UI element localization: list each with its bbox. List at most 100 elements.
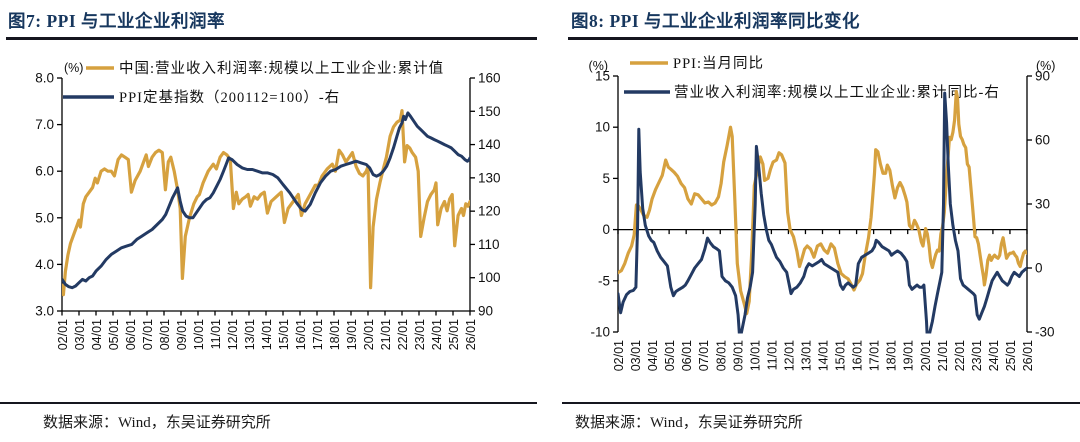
- figure7-title-rule: [6, 37, 537, 40]
- fig8-right-tick-label: 90: [1035, 69, 1050, 84]
- fig7-x-tick-label: 07/01: [141, 319, 155, 350]
- fig7-left-tick-label: 4.0: [35, 257, 54, 272]
- fig8-x-tick-label: 16/01: [851, 340, 865, 371]
- fig7-right-tick-label: 150: [478, 104, 501, 119]
- figure7-bottom-rule: [0, 402, 537, 404]
- fig8-x-tick-label: 10/01: [748, 340, 762, 371]
- fig8-right-tick-label: 60: [1035, 133, 1050, 148]
- fig8-left-tick-label: 5: [602, 171, 610, 186]
- fig7-x-tick-label: 19/01: [345, 319, 359, 350]
- fig7-x-tick-label: 08/01: [158, 319, 172, 350]
- fig7-legend-label-0: 中国:营业收入利润率:规模以上工业企业:累计值: [119, 59, 444, 77]
- figure8-bottom-rule: [562, 402, 1080, 404]
- fig8-right-tick-label: -30: [1035, 325, 1055, 340]
- fig8-x-tick-label: 09/01: [731, 340, 745, 371]
- fig7-x-tick-label: 11/01: [209, 319, 223, 349]
- fig7-x-tick-label: 02/01: [56, 319, 70, 350]
- fig8-x-tick-label: 22/01: [953, 340, 967, 371]
- fig8-x-tick-label: 25/01: [1004, 340, 1018, 371]
- fig7-x-tick-label: 17/01: [311, 319, 325, 350]
- fig7-axis-labels: 8.0 7.0 6.0 5.0 4.0 3.0 160 150 140 130 120 110 100 9…: [35, 61, 500, 350]
- fig7-left-tick-label: 8.0: [35, 71, 54, 86]
- fig7-right-tick-label: 90: [478, 304, 493, 319]
- fig8-right-tick-label: 0: [1035, 261, 1043, 276]
- fig8-left-tick-label: 10: [595, 120, 610, 135]
- fig7-x-tick-label: 13/01: [243, 319, 257, 350]
- fig7-right-tick-label: 120: [478, 204, 501, 219]
- fig8-x-tick-label: 24/01: [987, 340, 1001, 371]
- fig8-x-tick-label: 20/01: [919, 340, 933, 371]
- fig7-x-tick-label: 22/01: [396, 319, 410, 350]
- fig7-x-tick-label: 20/01: [362, 319, 376, 350]
- fig7-series: [62, 108, 470, 297]
- fig7-x-tick-label: 14/01: [260, 319, 274, 350]
- fig8-x-tick-label: 03/01: [629, 340, 643, 371]
- fig8-x-tick-label: 07/01: [697, 340, 711, 371]
- fig7-x-tick-label: 24/01: [430, 319, 444, 350]
- fig8-x-tick-label: 23/01: [970, 340, 984, 371]
- fig8-x-tick-label: 04/01: [646, 340, 660, 371]
- fig8-legend-label-1: 营业收入利润率:规模以上工业企业:累计同比-右: [674, 83, 1000, 101]
- fig8-line-navy: [618, 91, 1027, 334]
- fig8-x-tick-label: 11/01: [765, 340, 779, 370]
- fig7-x-tick-label: 04/01: [90, 319, 104, 350]
- fig8-x-tick-label: 13/01: [799, 340, 813, 371]
- fig8-legend-label-0: PPI:当月同比: [673, 55, 764, 72]
- fig7-x-tick-label: 26/01: [464, 319, 478, 350]
- fig7-x-tick-label: 10/01: [192, 319, 206, 350]
- fig7-right-tick-label: 110: [478, 237, 500, 252]
- figure8-chart: 15 10 5 0 -5 -10 90 60 30 0 -30 02/01 03/01 04/01 05/0…: [589, 55, 1056, 371]
- fig8-left-unit-label: (%): [589, 59, 608, 73]
- fig7-left-unit-label: (%): [64, 61, 83, 75]
- figure8-source-note: 数据来源：Wind，东吴证券研究所: [575, 415, 803, 431]
- fig8-x-tick-label: 26/01: [1021, 340, 1035, 371]
- fig8-x-tick-label: 14/01: [817, 340, 831, 371]
- figure7-title: 图7: PPI 与工业企业利润率: [8, 11, 226, 31]
- fig8-line-gold: [618, 89, 1027, 316]
- figure8-title-rule: [568, 37, 1078, 40]
- fig7-x-tick-label: 09/01: [175, 319, 189, 350]
- figure7-source-note: 数据来源：Wind，东吴证券研究所: [43, 415, 271, 431]
- fig7-x-tick-label: 06/01: [124, 319, 138, 350]
- fig8-left-tick-label: -10: [590, 325, 610, 340]
- fig8-left-tick-label: 15: [595, 69, 610, 84]
- fig7-right-tick-label: 140: [478, 137, 501, 152]
- fig7-x-tick-label: 05/01: [107, 319, 121, 350]
- fig7-right-tick-label: 130: [478, 170, 501, 185]
- fig7-legend: 中国:营业收入利润率:规模以上工业企业:累计值 PPI定基指数（200112=10…: [63, 59, 444, 106]
- fig7-left-tick-label: 3.0: [35, 304, 54, 319]
- fig7-x-tick-label: 21/01: [379, 319, 393, 350]
- fig7-x-tick-label: 15/01: [277, 319, 291, 350]
- fig7-line-navy: [62, 111, 470, 290]
- fig8-right-unit-label: (%): [1036, 59, 1055, 73]
- fig7-x-tick-label: 12/01: [226, 319, 240, 350]
- fig7-x-tick-label: 25/01: [447, 319, 461, 350]
- fig8-x-tick-label: 21/01: [936, 340, 950, 371]
- figure8-title: 图8: PPI 与工业企业利润率同比变化: [571, 11, 861, 31]
- fig7-left-tick-label: 7.0: [35, 117, 54, 132]
- fig8-x-tick-label: 15/01: [834, 340, 848, 371]
- fig8-x-tick-label: 18/01: [885, 340, 899, 371]
- fig7-left-tick-label: 5.0: [35, 210, 54, 225]
- fig8-left-tick-label: -5: [598, 273, 610, 288]
- fig8-x-tick-label: 17/01: [868, 340, 882, 371]
- fig8-right-tick-label: 30: [1035, 197, 1050, 212]
- fig8-axis-labels: 15 10 5 0 -5 -10 90 60 30 0 -30 02/01 03/01 04/01 05/0…: [589, 59, 1056, 371]
- fig8-x-tick-label: 06/01: [680, 340, 694, 371]
- fig7-legend-label-1: PPI定基指数（200112=100）-右: [119, 89, 340, 106]
- fig7-x-tick-label: 23/01: [413, 319, 427, 350]
- figure8-panel: 图8: PPI 与工业企业利润率同比变化 15 10 5 0 -5 -10 90 60 30 0 -…: [540, 0, 1080, 442]
- fig7-x-tick-label: 18/01: [328, 319, 342, 350]
- fig8-left-tick-label: 0: [602, 222, 610, 237]
- fig7-left-tick-label: 6.0: [35, 164, 54, 179]
- figure7-panel: 图7: PPI 与工业企业利润率 8.0 7.0 6.0 5.0 4.0 3.0 160 15…: [0, 11, 537, 431]
- fig7-right-tick-label: 160: [478, 71, 501, 86]
- fig8-x-tick-label: 05/01: [663, 340, 677, 371]
- figure7-chart: 8.0 7.0 6.0 5.0 4.0 3.0 160 150 140 130 120 110 100 9…: [35, 59, 500, 350]
- fig8-x-tick-label: 02/01: [612, 340, 626, 371]
- fig8-x-tick-label: 12/01: [782, 340, 796, 371]
- fig7-axes: [57, 77, 475, 316]
- fig7-x-tick-label: 03/01: [73, 319, 87, 350]
